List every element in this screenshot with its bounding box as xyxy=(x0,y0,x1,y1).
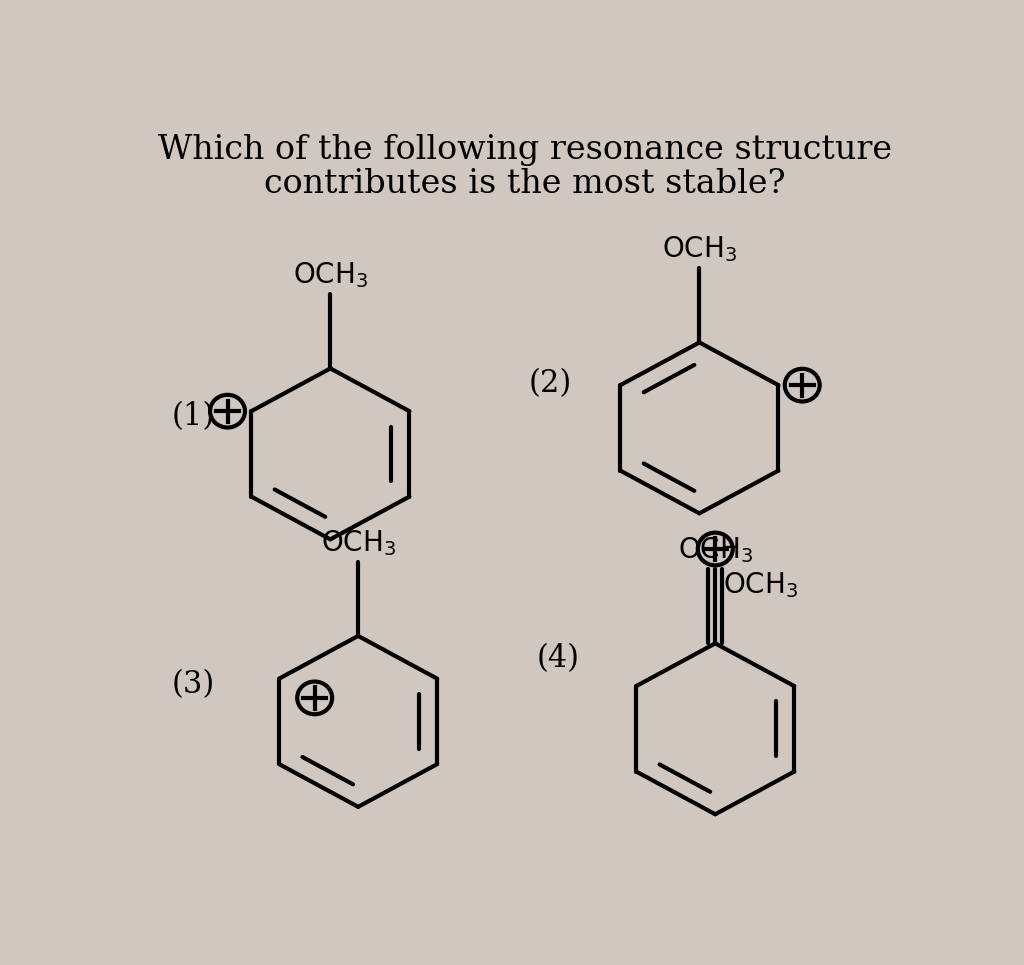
Text: $\mathrm{OCH_3}$: $\mathrm{OCH_3}$ xyxy=(723,570,799,600)
Text: contributes is the most stable?: contributes is the most stable? xyxy=(264,168,785,200)
Text: $\mathrm{OCH_3}$: $\mathrm{OCH_3}$ xyxy=(678,536,753,565)
Text: Which of the following resonance structure: Which of the following resonance structu… xyxy=(158,134,892,166)
Text: $\mathrm{OCH_3}$: $\mathrm{OCH_3}$ xyxy=(662,234,737,264)
Text: (1): (1) xyxy=(172,401,215,432)
Text: $\mathrm{OCH_3}$: $\mathrm{OCH_3}$ xyxy=(293,261,368,290)
Text: (2): (2) xyxy=(528,368,572,399)
Text: (3): (3) xyxy=(172,669,215,700)
Text: (4): (4) xyxy=(537,643,580,674)
Text: $\mathrm{OCH_3}$: $\mathrm{OCH_3}$ xyxy=(321,528,395,558)
